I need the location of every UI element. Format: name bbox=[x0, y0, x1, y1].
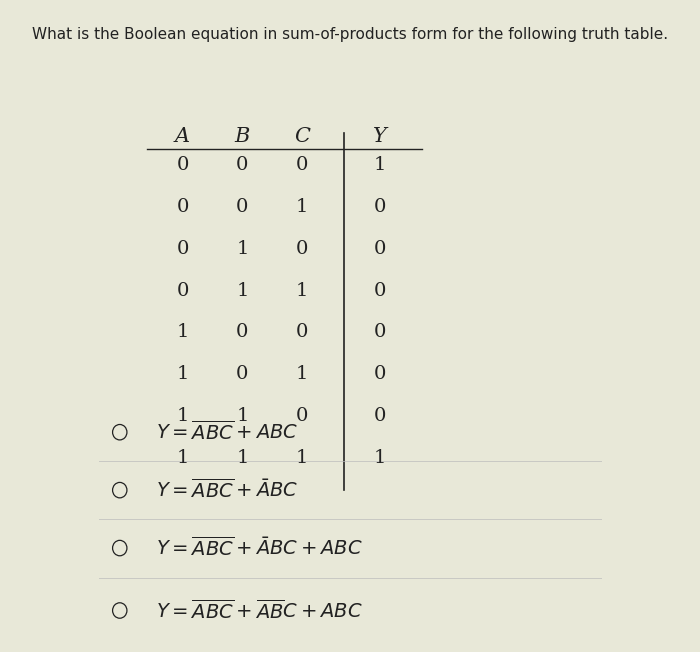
Text: What is the Boolean equation in sum-of-products form for the following truth tab: What is the Boolean equation in sum-of-p… bbox=[32, 27, 668, 42]
Text: 1: 1 bbox=[176, 449, 189, 467]
Text: $\mathit{Y} = \overline{\mathit{ABC}} + \mathit{ABC}$: $\mathit{Y} = \overline{\mathit{ABC}} + … bbox=[155, 421, 298, 444]
Text: 0: 0 bbox=[236, 323, 248, 342]
Text: 1: 1 bbox=[296, 449, 308, 467]
Text: 0: 0 bbox=[296, 323, 308, 342]
Text: 0: 0 bbox=[374, 323, 386, 342]
Text: 1: 1 bbox=[236, 282, 248, 300]
Text: 1: 1 bbox=[176, 407, 189, 425]
Text: 0: 0 bbox=[374, 240, 386, 258]
Text: 0: 0 bbox=[176, 240, 189, 258]
Text: 1: 1 bbox=[374, 156, 386, 174]
Text: 0: 0 bbox=[296, 407, 308, 425]
Text: C: C bbox=[294, 126, 310, 146]
Text: 1: 1 bbox=[236, 240, 248, 258]
Text: 1: 1 bbox=[236, 407, 248, 425]
Text: 0: 0 bbox=[374, 407, 386, 425]
Text: 1: 1 bbox=[296, 365, 308, 383]
Text: $\mathit{Y} = \overline{\mathit{ABC}} + \overline{\mathit{AB}}\mathit{C} + \math: $\mathit{Y} = \overline{\mathit{ABC}} + … bbox=[155, 599, 363, 622]
Text: Y: Y bbox=[373, 126, 387, 146]
Text: A: A bbox=[175, 126, 190, 146]
Text: $\mathit{Y} = \overline{\mathit{ABC}} + \bar{\mathit{A}}\mathit{BC} + \mathit{AB: $\mathit{Y} = \overline{\mathit{ABC}} + … bbox=[155, 536, 363, 560]
Text: $\mathit{Y} = \overline{\mathit{ABC}} + \bar{\mathit{A}}\mathit{BC}$: $\mathit{Y} = \overline{\mathit{ABC}} + … bbox=[155, 479, 298, 502]
Text: 1: 1 bbox=[236, 449, 248, 467]
Text: 1: 1 bbox=[176, 323, 189, 342]
Text: 0: 0 bbox=[236, 198, 248, 216]
Text: 1: 1 bbox=[374, 449, 386, 467]
Text: 0: 0 bbox=[176, 156, 189, 174]
Text: 0: 0 bbox=[374, 198, 386, 216]
Text: 1: 1 bbox=[296, 198, 308, 216]
Text: 0: 0 bbox=[296, 240, 308, 258]
Text: 1: 1 bbox=[296, 282, 308, 300]
Text: 0: 0 bbox=[236, 365, 248, 383]
Text: 0: 0 bbox=[296, 156, 308, 174]
Text: 0: 0 bbox=[176, 282, 189, 300]
Text: 1: 1 bbox=[176, 365, 189, 383]
Text: 0: 0 bbox=[236, 156, 248, 174]
Text: B: B bbox=[234, 126, 250, 146]
Text: 0: 0 bbox=[176, 198, 189, 216]
Text: 0: 0 bbox=[374, 365, 386, 383]
Text: 0: 0 bbox=[374, 282, 386, 300]
